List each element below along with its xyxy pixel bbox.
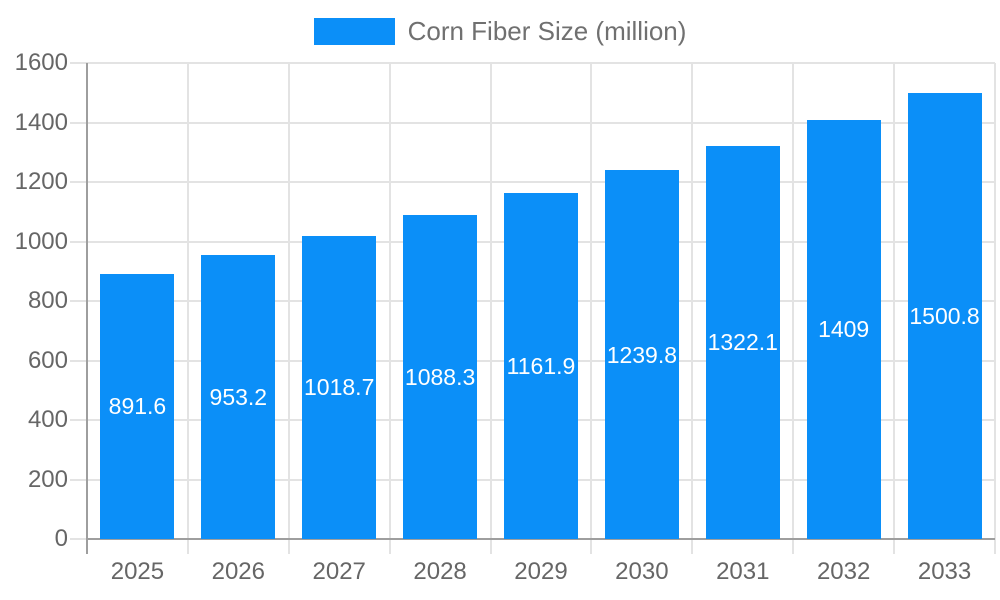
bar-value-label: 1161.9 bbox=[506, 353, 576, 380]
x-gridline bbox=[893, 63, 896, 554]
x-axis-line bbox=[87, 538, 995, 540]
x-gridline bbox=[691, 63, 694, 554]
bar-value-label: 891.6 bbox=[108, 393, 167, 420]
bar-value-label: 1088.3 bbox=[404, 364, 476, 391]
bar-value-label: 1322.1 bbox=[707, 329, 778, 356]
y-tick-label: 1200 bbox=[14, 168, 68, 195]
x-gridline bbox=[388, 63, 391, 554]
bar-2030 bbox=[604, 170, 679, 539]
y-tick-label: 600 bbox=[27, 346, 68, 374]
bar-2033 bbox=[907, 92, 982, 539]
x-tick-label: 2031 bbox=[716, 558, 770, 585]
x-gridline bbox=[994, 63, 996, 554]
bar-2027 bbox=[302, 235, 377, 539]
y-tick-label: 200 bbox=[27, 465, 68, 493]
bar-value-label: 953.2 bbox=[209, 384, 268, 411]
bar-value-label: 1239.8 bbox=[606, 341, 678, 368]
x-gridline bbox=[590, 63, 593, 554]
x-tick-label: 2027 bbox=[312, 558, 366, 585]
y-tick-label: 0 bbox=[54, 525, 68, 552]
x-tick-label: 2029 bbox=[514, 558, 568, 585]
bar-value-label: 1500.8 bbox=[909, 302, 980, 329]
bar-2026 bbox=[201, 255, 276, 539]
x-tick-label: 2028 bbox=[413, 558, 467, 585]
legend-swatch-icon bbox=[313, 18, 395, 45]
bar-value-label: 1409 bbox=[818, 316, 870, 343]
y-tick-label: 1600 bbox=[14, 49, 68, 76]
x-gridline bbox=[287, 63, 290, 554]
y-axis-line bbox=[86, 63, 88, 554]
y-gridline bbox=[70, 121, 995, 124]
y-gridline bbox=[70, 62, 995, 64]
legend-label: Corn Fiber Size (million) bbox=[407, 16, 687, 46]
bar-2029 bbox=[504, 193, 578, 539]
y-gridline bbox=[70, 181, 995, 183]
bar-2032 bbox=[806, 119, 881, 539]
bar-2025 bbox=[100, 273, 175, 539]
x-tick-label: 2026 bbox=[211, 558, 265, 585]
bar-2028 bbox=[403, 215, 478, 539]
x-tick-label: 2030 bbox=[615, 558, 669, 585]
x-gridline bbox=[186, 63, 189, 554]
x-tick-label: 2025 bbox=[110, 558, 165, 585]
legend-item-corn-fiber-size[interactable]: Corn Fiber Size (million) bbox=[313, 16, 687, 46]
x-gridline bbox=[489, 63, 492, 554]
bar-2031 bbox=[705, 145, 780, 539]
x-tick-label: 2032 bbox=[816, 558, 871, 585]
y-tick-label: 400 bbox=[27, 406, 68, 433]
bar-value-label: 1018.7 bbox=[304, 374, 375, 401]
legend: Corn Fiber Size (million) bbox=[0, 18, 1000, 45]
x-gridline bbox=[792, 63, 795, 554]
y-tick-label: 800 bbox=[27, 287, 68, 314]
y-tick-label: 1400 bbox=[14, 108, 68, 136]
y-tick-label: 1000 bbox=[14, 227, 68, 255]
x-tick-label: 2033 bbox=[917, 558, 972, 585]
